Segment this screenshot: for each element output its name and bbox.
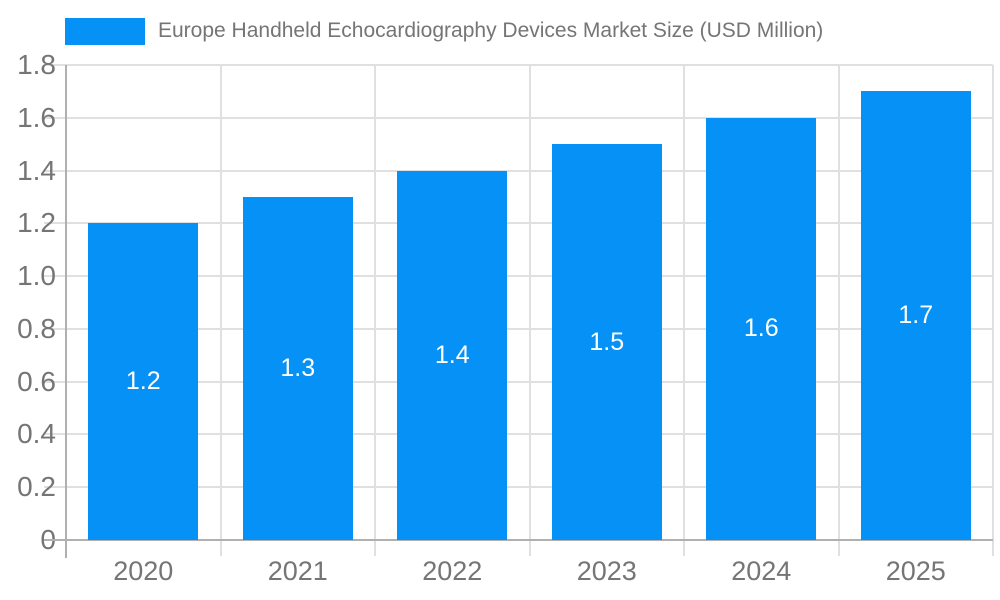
y-axis-label: 1.8 xyxy=(17,49,56,80)
bar-value-label: 1.4 xyxy=(434,340,470,369)
y-axis-label: 1.4 xyxy=(17,154,56,186)
y-axis-tick xyxy=(44,64,66,66)
y-axis-tick xyxy=(44,433,66,436)
category-gridline xyxy=(837,65,840,556)
x-axis-label: 2020 xyxy=(113,556,174,586)
bar-value-label: 1.7 xyxy=(898,301,934,330)
x-axis-label: 2024 xyxy=(731,556,792,586)
y-axis-label: 0.6 xyxy=(17,365,56,397)
y-axis-label: 1.0 xyxy=(17,260,56,292)
bar-value-label: 1.2 xyxy=(125,367,161,396)
x-axis-label: 2025 xyxy=(885,556,946,586)
bar-value-label: 1.6 xyxy=(743,314,779,343)
bar: 1.5 xyxy=(551,144,662,540)
y-axis-tick xyxy=(44,169,66,172)
y-axis-label: 0.4 xyxy=(17,418,56,450)
y-axis-tick xyxy=(44,275,66,278)
bar: 1.7 xyxy=(860,91,971,540)
category-gridline xyxy=(374,65,376,556)
category-gridline xyxy=(992,65,994,556)
y-axis-label: 1.6 xyxy=(17,101,56,133)
y-axis-tick xyxy=(44,222,66,225)
x-axis-line xyxy=(44,539,993,541)
category-gridline xyxy=(683,65,685,556)
bar: 1.6 xyxy=(706,117,817,540)
y-axis-tick xyxy=(44,327,66,330)
bar-value-label: 1.5 xyxy=(589,327,625,356)
category-gridline xyxy=(219,65,222,556)
category-gridline xyxy=(528,65,531,556)
bar: 1.2 xyxy=(88,223,199,540)
x-axis-label: 2023 xyxy=(576,556,637,586)
bar: 1.4 xyxy=(397,170,508,540)
legend[interactable]: Europe Handheld Echocardiography Devices… xyxy=(65,14,823,48)
bar-value-label: 1.3 xyxy=(280,353,316,382)
y-axis-tick xyxy=(44,380,66,383)
y-axis-label: 1.2 xyxy=(17,207,56,239)
y-axis-label: 0.8 xyxy=(17,312,56,344)
y-axis-tick xyxy=(44,486,66,489)
x-axis-label: 2022 xyxy=(422,556,483,586)
x-axis-label: 2021 xyxy=(267,556,328,586)
bar: 1.3 xyxy=(242,196,353,540)
y-axis-tick xyxy=(44,116,66,119)
chart-title: Europe Handheld Echocardiography Devices… xyxy=(158,19,824,42)
y-axis-line xyxy=(65,65,67,558)
y-axis-label: 0.2 xyxy=(17,471,56,503)
legend-swatch xyxy=(65,17,145,45)
